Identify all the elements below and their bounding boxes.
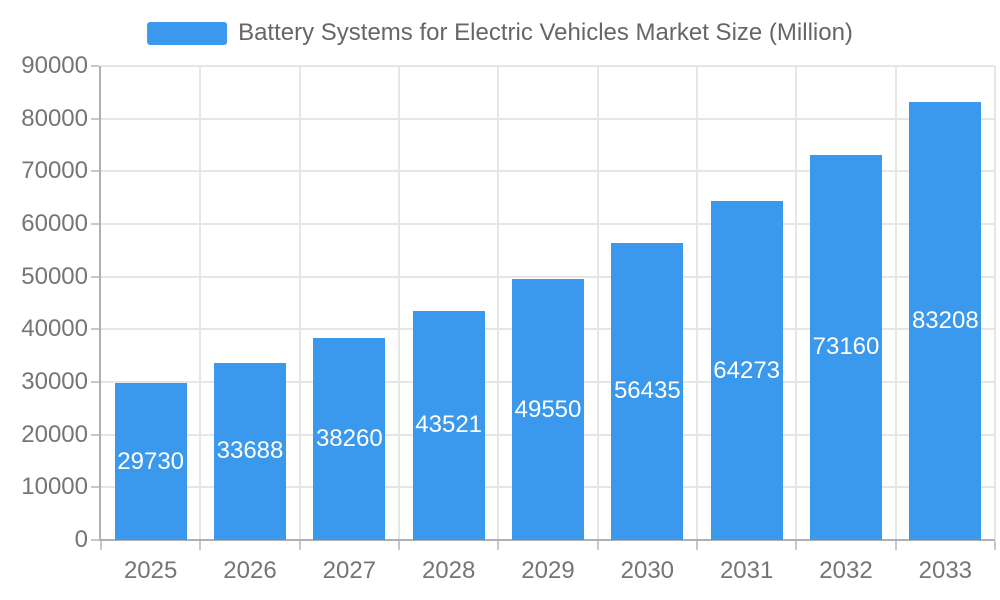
h-gridline — [101, 117, 995, 120]
y-axis-tick — [91, 381, 99, 383]
y-axis-tick — [91, 170, 99, 173]
x-axis-line — [99, 539, 995, 541]
v-gridline — [696, 66, 698, 540]
y-axis-tick — [91, 275, 99, 278]
x-axis-tick — [994, 541, 996, 550]
bar-2029[interactable]: 49550 — [512, 279, 584, 540]
x-axis-tick — [298, 541, 301, 550]
y-axis-tick — [91, 223, 99, 225]
y-axis-label: 70000 — [21, 157, 88, 185]
y-axis-label: 40000 — [21, 315, 88, 343]
bar-2026[interactable]: 33688 — [214, 362, 286, 540]
bar-2027[interactable]: 38260 — [313, 338, 386, 540]
x-axis-label: 2025 — [123, 557, 178, 584]
bar-2031[interactable]: 64273 — [710, 201, 783, 540]
h-gridline — [101, 275, 995, 278]
v-gridline — [298, 66, 301, 540]
bar-value-label: 83208 — [911, 306, 979, 334]
bar-value-label: 56435 — [613, 377, 681, 405]
y-axis-tick — [91, 539, 99, 541]
x-axis-tick — [894, 541, 897, 550]
x-axis-tick — [100, 541, 102, 550]
v-gridline — [199, 66, 202, 540]
x-axis-label: 2027 — [322, 557, 377, 584]
bar-value-label: 33688 — [216, 437, 284, 465]
y-axis-line — [99, 66, 101, 540]
bar-value-label: 73160 — [812, 333, 880, 361]
v-gridline — [398, 66, 400, 540]
bar-2028[interactable]: 43521 — [412, 310, 485, 540]
y-axis-label: 90000 — [21, 52, 88, 79]
bar-value-label: 29730 — [117, 447, 185, 475]
v-gridline — [894, 66, 897, 540]
y-axis-tick — [91, 65, 99, 67]
x-axis-label: 2033 — [918, 557, 973, 584]
x-axis-label: 2032 — [819, 557, 873, 584]
v-gridline — [994, 66, 996, 540]
bar-2025[interactable]: 29730 — [114, 383, 187, 540]
x-axis-label: 2031 — [719, 557, 774, 584]
x-axis-tick — [696, 541, 698, 550]
x-axis-tick — [199, 541, 202, 550]
v-gridline — [497, 66, 500, 540]
y-axis-label: 0 — [74, 526, 88, 553]
v-gridline — [596, 66, 599, 540]
y-axis-tick — [91, 433, 99, 436]
y-axis-label: 50000 — [21, 262, 88, 290]
x-axis-label: 2028 — [421, 557, 476, 584]
x-axis-label: 2026 — [223, 557, 277, 584]
x-axis-tick — [596, 541, 599, 550]
x-axis-tick — [497, 541, 500, 550]
bar-value-label: 49550 — [514, 395, 582, 423]
y-axis-label: 30000 — [21, 368, 88, 395]
bar-value-label: 38260 — [315, 425, 383, 453]
h-gridline — [101, 223, 995, 225]
legend-swatch — [147, 21, 228, 45]
x-axis-tick — [795, 541, 798, 550]
bar-2030[interactable]: 56435 — [611, 242, 684, 540]
x-axis-tick — [398, 541, 400, 550]
h-gridline — [101, 65, 995, 67]
y-axis-tick — [91, 486, 99, 489]
bar-value-label: 64273 — [713, 356, 781, 384]
bar-value-label: 43521 — [415, 411, 483, 439]
plot-area: 29730 33688 38260 43521 49550 56435 64273 73160… — [91, 65, 996, 550]
y-axis-tick — [91, 117, 99, 120]
h-gridline — [101, 170, 995, 173]
y-axis-label: 60000 — [21, 210, 88, 237]
y-axis-tick — [91, 328, 99, 331]
bar-2033[interactable]: 83208 — [909, 101, 982, 540]
chart-legend[interactable]: Battery Systems for Electric Vehicles Ma… — [147, 19, 853, 47]
y-axis-label: 80000 — [21, 104, 88, 132]
bar-2032[interactable]: 73160 — [810, 154, 882, 540]
x-axis-label: 2030 — [620, 557, 675, 584]
y-axis-label: 20000 — [21, 420, 88, 448]
y-axis-label: 10000 — [21, 473, 88, 501]
x-axis-label: 2029 — [521, 557, 575, 584]
legend-label: Battery Systems for Electric Vehicles Ma… — [238, 19, 853, 46]
v-gridline — [795, 66, 798, 540]
